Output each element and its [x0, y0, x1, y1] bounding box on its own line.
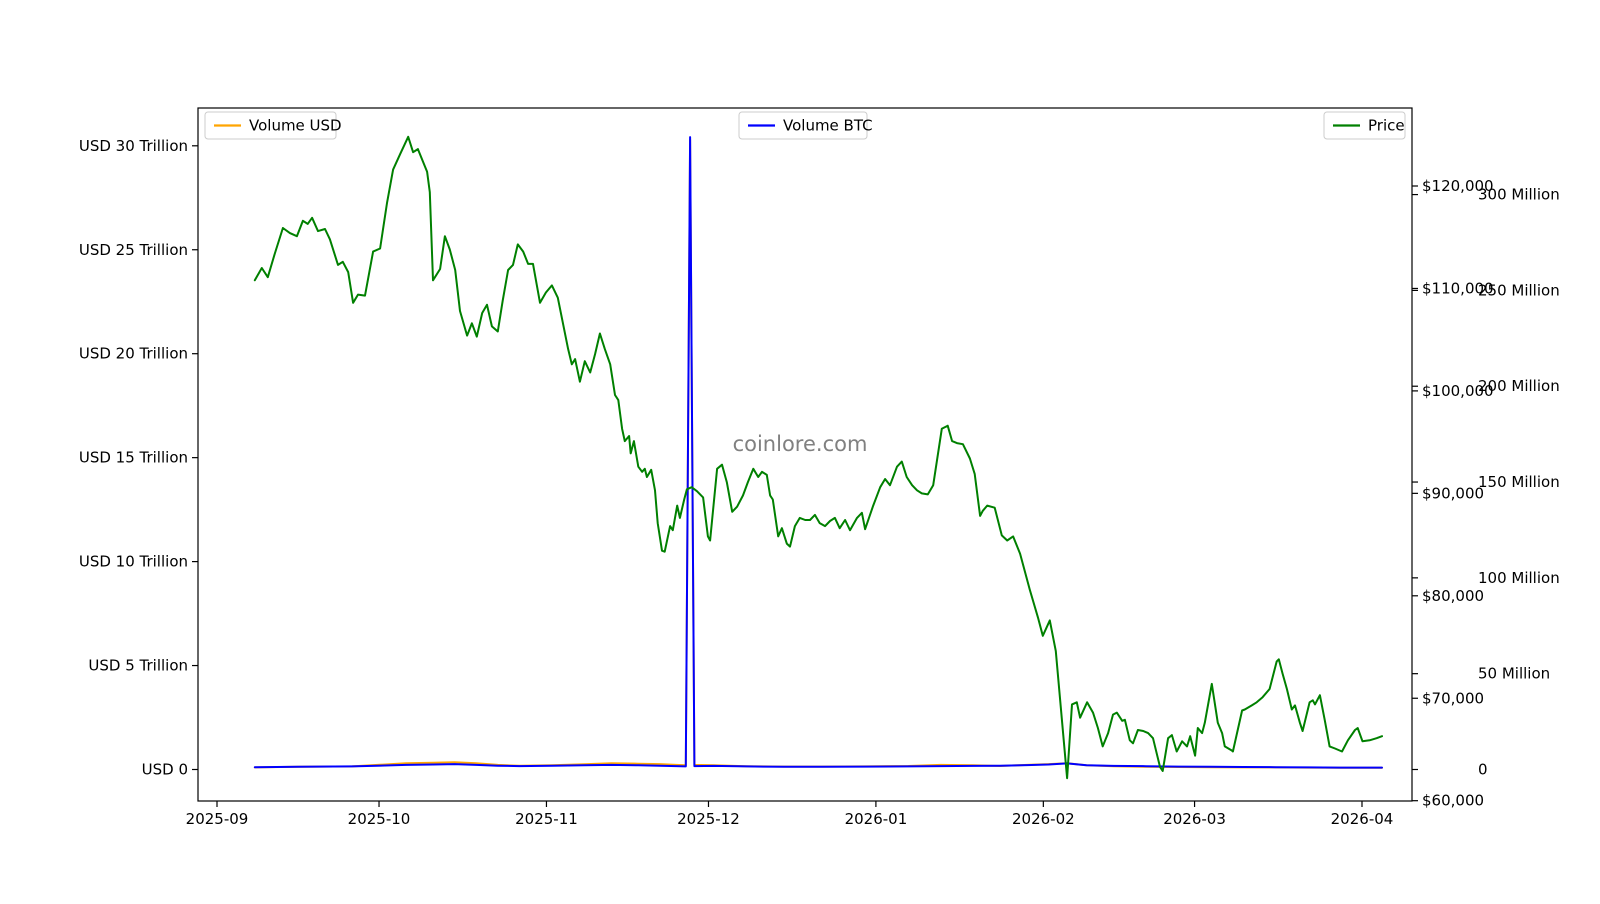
legend-box — [204, 111, 337, 140]
right-price-axis-tick-label: $120,000 — [1422, 177, 1494, 195]
right-volume-axis-tick-label: 300 Million — [1478, 186, 1560, 204]
right-price-axis-tick-label: $80,000 — [1422, 587, 1484, 605]
left-axis-tick-label: USD 30 Trillion — [79, 137, 188, 155]
x-axis-tick-label: 2025-12 — [677, 810, 740, 828]
left-axis-tick-label: USD 10 Trillion — [79, 553, 188, 571]
plot-frame — [197, 107, 1413, 802]
left-axis-tick-label: USD 20 Trillion — [79, 345, 188, 363]
legend-box — [738, 111, 868, 140]
volume-btc-line — [253, 136, 1383, 769]
right-price-axis-tick-label: $60,000 — [1422, 792, 1484, 810]
series-layer — [253, 135, 1383, 780]
axes-layer: 2025-09 2025-10 2025-11 2025-12 2026-01 2026-… — [79, 137, 1560, 828]
legend-label: Price — [1368, 117, 1405, 135]
left-axis-tick-label: USD 15 Trillion — [79, 449, 188, 467]
right-volume-axis-tick-label: 0 — [1478, 761, 1488, 779]
right-volume-axis-tick-label: 100 Million — [1478, 569, 1560, 587]
left-axis-tick-label: USD 0 — [142, 761, 188, 779]
right-volume-axis-tick-label: 50 Million — [1478, 665, 1550, 683]
legend-price: Price — [1323, 111, 1406, 140]
right-volume-axis-tick-label: 200 Million — [1478, 377, 1560, 395]
watermark: coinlore.com — [733, 432, 868, 456]
legend-volume-usd: Volume USD — [204, 111, 342, 140]
right-price-axis-tick-label: $110,000 — [1422, 279, 1494, 297]
left-axis-tick-label: USD 25 Trillion — [79, 241, 188, 259]
right-volume-axis-tick-label: 150 Million — [1478, 473, 1560, 491]
legend-label: Volume BTC — [783, 117, 873, 135]
x-axis-tick-label: 2025-09 — [186, 810, 249, 828]
legend-label: Volume USD — [249, 117, 342, 135]
legend-volume-btc: Volume BTC — [738, 111, 873, 140]
x-axis-tick-label: 2025-10 — [348, 810, 411, 828]
right-price-axis-tick-label: $70,000 — [1422, 689, 1484, 707]
x-axis-tick-label: 2026-01 — [845, 810, 908, 828]
price-line — [253, 135, 1383, 780]
legend-box — [1323, 111, 1406, 140]
right-price-axis-tick-label: $100,000 — [1422, 382, 1494, 400]
right-price-axis-tick-label: $90,000 — [1422, 484, 1484, 502]
left-axis-tick-label: USD 5 Trillion — [88, 657, 188, 675]
right-volume-axis-tick-label: 250 Million — [1478, 281, 1560, 299]
x-axis-tick-label: 2025-11 — [515, 810, 578, 828]
x-axis-tick-label: 2026-04 — [1331, 810, 1394, 828]
x-axis-tick-label: 2026-03 — [1163, 810, 1226, 828]
x-axis-tick-label: 2026-02 — [1012, 810, 1075, 828]
